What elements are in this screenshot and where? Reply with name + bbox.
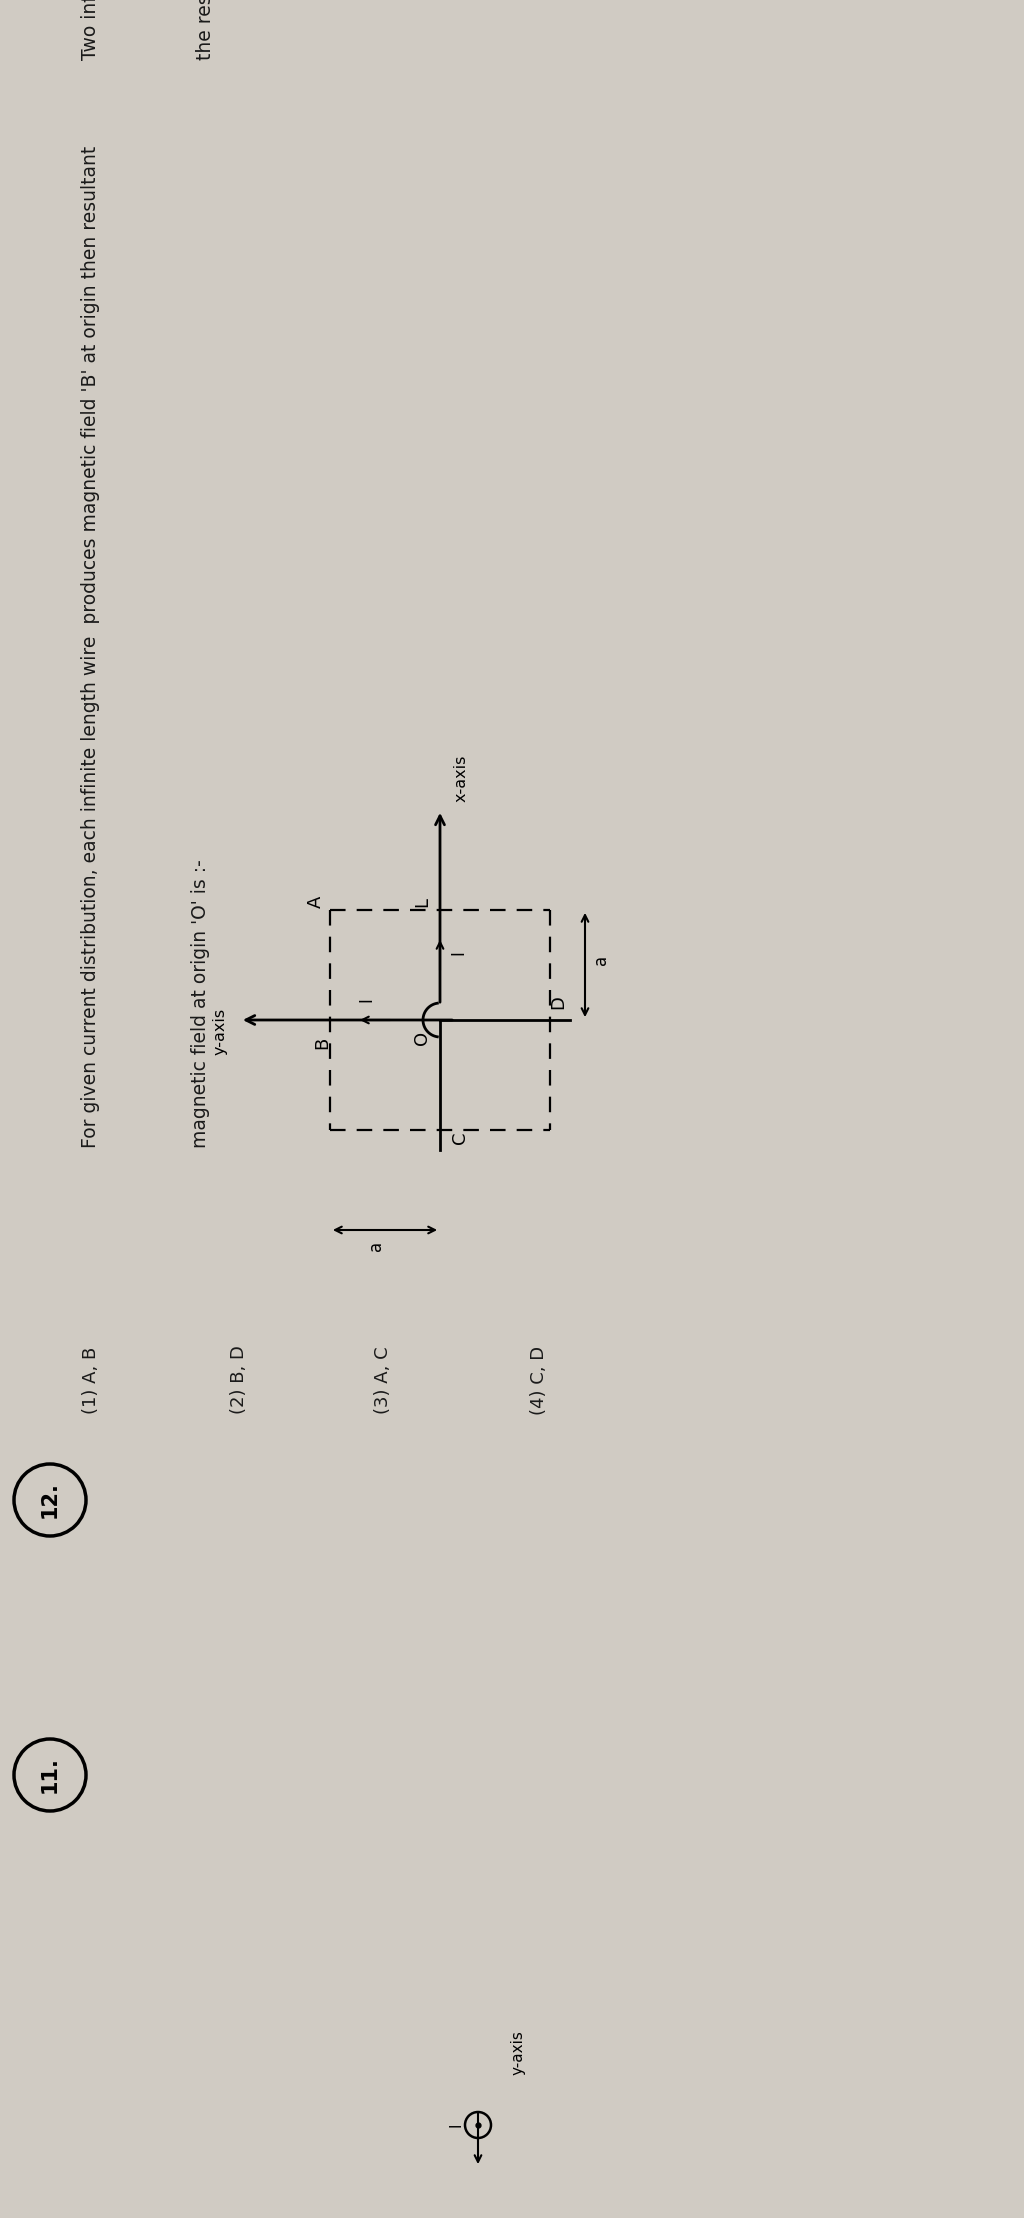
Text: magnetic field at origin 'O' is :-: magnetic field at origin 'O' is :- <box>191 858 210 1149</box>
Text: B: B <box>313 1036 331 1049</box>
Text: a: a <box>592 956 610 965</box>
Text: (4) C, D: (4) C, D <box>530 1346 548 1415</box>
Text: x-axis: x-axis <box>454 754 469 803</box>
Text: y-axis: y-axis <box>213 1007 228 1056</box>
Text: y-axis: y-axis <box>510 2029 525 2076</box>
Text: O: O <box>413 1031 431 1045</box>
Text: A: A <box>307 896 325 907</box>
Text: L: L <box>413 896 431 907</box>
Text: the resultant magnetic field is zero ?: the resultant magnetic field is zero ? <box>196 0 215 60</box>
Text: a: a <box>367 1240 385 1251</box>
Text: C: C <box>451 1131 469 1144</box>
Text: For given current distribution, each infinite length wire  produces magnetic fie: For given current distribution, each inf… <box>81 146 100 1149</box>
Text: 11.: 11. <box>40 1757 60 1794</box>
Text: (3) A, C: (3) A, C <box>374 1346 392 1413</box>
Text: (2) B, D: (2) B, D <box>230 1346 248 1415</box>
Text: I: I <box>357 998 375 1003</box>
Text: D: D <box>549 996 567 1009</box>
Text: (1) A, B: (1) A, B <box>82 1346 100 1413</box>
Text: 12.: 12. <box>40 1482 60 1519</box>
Text: I: I <box>449 949 467 956</box>
Text: Two infinite length wires carry equal current and placed along x and y axis resp: Two infinite length wires carry equal cu… <box>81 0 100 60</box>
Text: I: I <box>449 2123 464 2127</box>
